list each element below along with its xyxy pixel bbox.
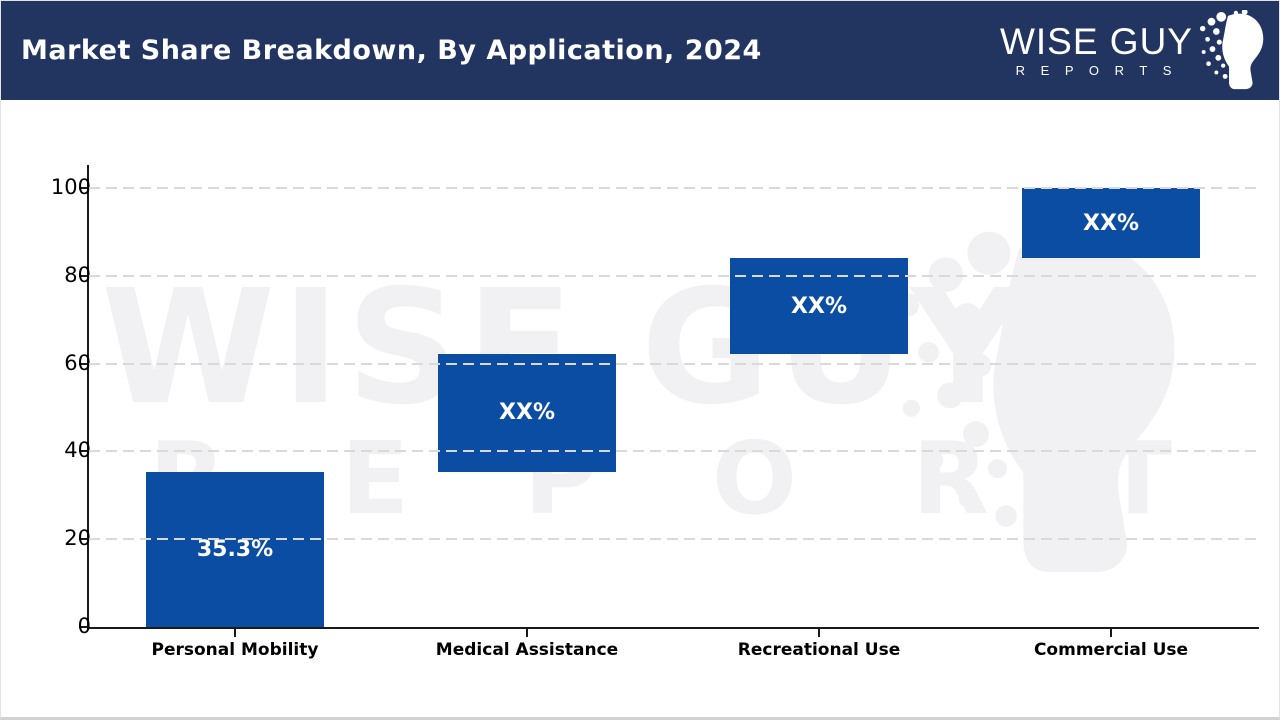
y-tick-mark <box>79 538 87 541</box>
y-tick-label: 80 <box>64 262 91 287</box>
y-tick-mark <box>79 274 87 277</box>
y-axis-line <box>87 165 89 629</box>
y-tick-label: 20 <box>64 526 91 551</box>
chart-title: Market Share Breakdown, By Application, … <box>21 35 762 66</box>
y-tick-mark <box>79 626 87 628</box>
x-tick-mark <box>1110 629 1112 637</box>
x-tick-mark <box>526 629 528 637</box>
bar-value-label: XX% <box>499 400 555 426</box>
x-tick-mark <box>234 629 236 637</box>
logo-subtext: R E P O R T S <box>1015 63 1178 78</box>
watermark-face-icon <box>894 223 1175 573</box>
logo-text: WISE GUY R E P O R T S <box>1000 23 1193 78</box>
x-tick-mark <box>818 629 820 637</box>
y-tick-label: 60 <box>64 350 91 375</box>
x-tick-label: Commercial Use <box>1033 640 1189 660</box>
gridline-100 <box>89 187 1257 189</box>
gridline-60 <box>89 362 1257 365</box>
y-tick-label: 0 <box>77 614 91 638</box>
y-tick-mark <box>79 362 87 365</box>
gridline-40 <box>89 450 1257 453</box>
x-tick-label: Medical Assistance <box>435 640 619 660</box>
logo-face-icon <box>1199 9 1264 89</box>
gridline-20 <box>89 538 1257 541</box>
bar-segment-2: XX% <box>438 353 616 473</box>
y-tick-label: 40 <box>64 438 91 463</box>
logo-wordmark: WISE GUY <box>999 21 1193 62</box>
gridline-80 <box>89 274 1257 277</box>
wise-guy-reports-logo: WISE GUY R E P O R T S <box>1000 9 1279 92</box>
bar-value-label: 35.3% <box>196 537 274 562</box>
y-tick-mark <box>79 187 87 189</box>
bar-segment-3: XX% <box>730 258 908 354</box>
y-tick-label: 100 <box>50 175 91 199</box>
x-tick-label: Personal Mobility <box>151 640 319 660</box>
y-tick-mark <box>79 450 87 453</box>
bar-value-label: XX% <box>1083 210 1139 236</box>
bar-value-label: XX% <box>791 293 847 319</box>
bar-segment-1: 35.3% <box>146 472 324 627</box>
x-tick-label: Recreational Use <box>737 640 901 660</box>
x-axis-line <box>87 627 1259 629</box>
bar-segment-4: XX% <box>1022 188 1200 259</box>
header: Market Share Breakdown, By Application, … <box>1 1 1279 100</box>
